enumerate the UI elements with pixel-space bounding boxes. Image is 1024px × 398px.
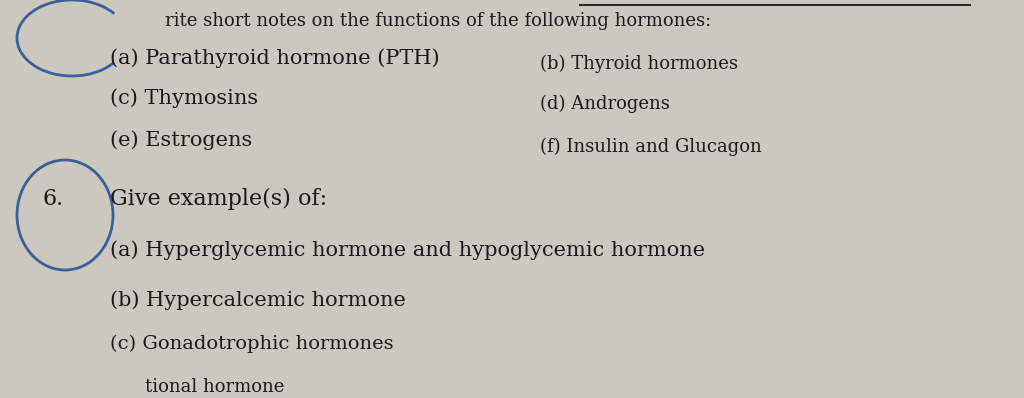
Text: tional hormone: tional hormone [145,378,285,396]
Text: (b) Thyroid hormones: (b) Thyroid hormones [540,55,738,73]
Text: 6.: 6. [42,188,63,210]
Text: (e) Estrogens: (e) Estrogens [110,130,252,150]
Text: (c) Thymosins: (c) Thymosins [110,88,258,108]
Text: rite short notes on the functions of the following hormones:: rite short notes on the functions of the… [165,12,712,30]
Text: (a) Parathyroid hormone (PTH): (a) Parathyroid hormone (PTH) [110,48,439,68]
Text: Give example(s) of:: Give example(s) of: [110,188,327,210]
Text: (c) Gonadotrophic hormones: (c) Gonadotrophic hormones [110,335,393,353]
Text: (f) Insulin and Glucagon: (f) Insulin and Glucagon [540,138,762,156]
Text: (a) Hyperglycemic hormone and hypoglycemic hormone: (a) Hyperglycemic hormone and hypoglycem… [110,240,706,259]
Text: (b) Hypercalcemic hormone: (b) Hypercalcemic hormone [110,290,406,310]
Text: (d) Androgens: (d) Androgens [540,95,670,113]
